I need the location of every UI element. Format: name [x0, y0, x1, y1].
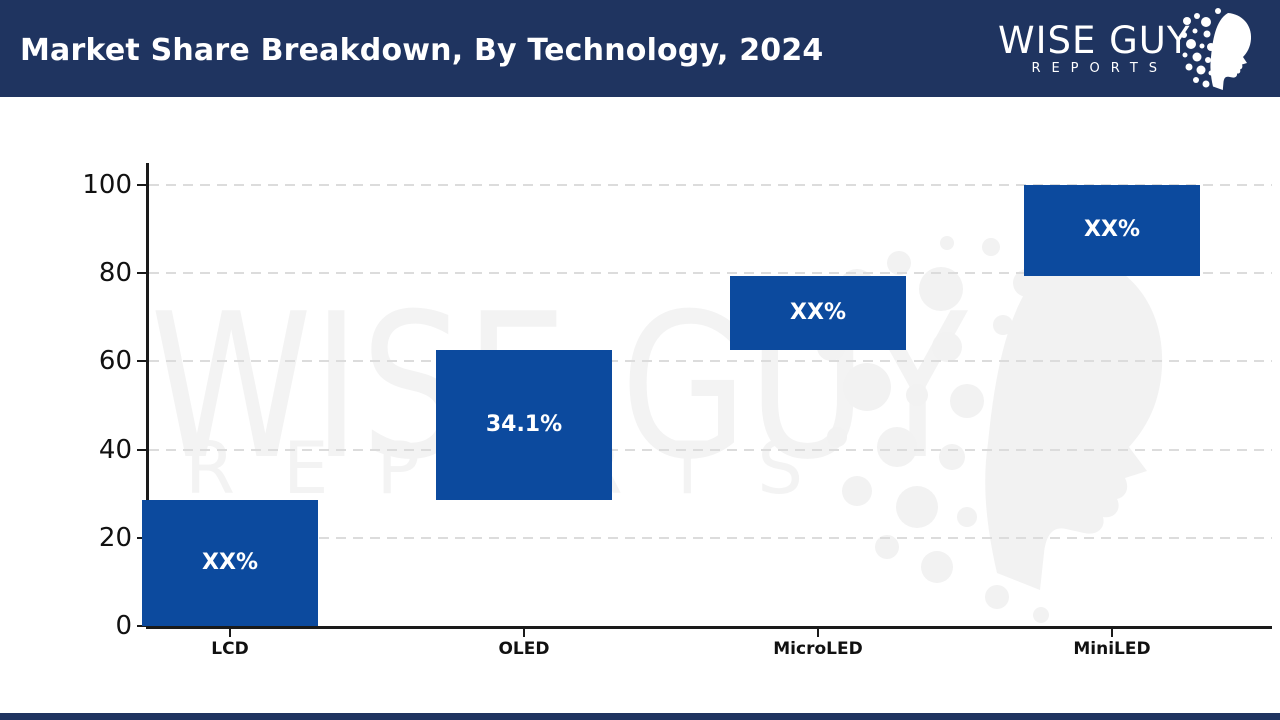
watermark-head-dots-graphic	[817, 236, 1163, 623]
y-tick-label-100: 100	[82, 170, 132, 200]
bar-label-lcd: XX%	[202, 550, 258, 576]
bar-miniled: XX%	[1024, 185, 1200, 276]
y-tick-label-80: 80	[98, 258, 132, 289]
gridline-60	[149, 360, 1272, 363]
logo-wiseguy-label: WISE GUY	[998, 18, 1191, 62]
gridline-100	[149, 184, 1272, 186]
y-tick-40	[137, 448, 146, 451]
wise-guy-logo: WISE GUY REPORTS	[998, 6, 1268, 92]
y-tick-0	[137, 625, 146, 627]
x-tick-lcd	[229, 629, 231, 637]
gridline-80	[149, 272, 1272, 275]
gridline-40	[149, 448, 1272, 451]
logo-reports-label: REPORTS	[1031, 61, 1169, 77]
y-tick-60	[137, 360, 146, 363]
bar-microled: XX%	[730, 275, 906, 350]
logo-head-icon	[1181, 8, 1252, 90]
y-tick-label-20: 20	[98, 522, 132, 553]
y-tick-20	[137, 536, 146, 539]
bar-label-microled: XX%	[790, 299, 846, 325]
y-tick-80	[137, 272, 146, 275]
y-tick-label-40: 40	[98, 434, 132, 465]
x-tick-oled	[523, 629, 525, 637]
x-tick-miniled	[1111, 629, 1113, 637]
x-tick-microled	[817, 629, 819, 637]
footer-bar	[0, 713, 1280, 720]
x-category-label-lcd: LCD	[211, 639, 249, 659]
bar-oled: 34.1%	[436, 349, 612, 501]
y-tick-label-60: 60	[98, 346, 132, 377]
x-category-label-oled: OLED	[498, 639, 550, 659]
logo-text: WISE GUY REPORTS	[998, 18, 1191, 77]
bar-lcd: XX%	[142, 500, 318, 626]
bar-label-oled: 34.1%	[485, 412, 563, 438]
header-bar: Market Share Breakdown, By Technology, 2…	[0, 0, 1280, 97]
bar-label-miniled: XX%	[1084, 217, 1140, 243]
gridline-20	[149, 536, 1272, 539]
y-axis	[146, 163, 149, 629]
y-tick-label-0: 0	[115, 611, 132, 641]
x-category-label-miniled: MiniLED	[1073, 639, 1151, 659]
x-category-label-microled: MicroLED	[773, 639, 863, 659]
y-tick-100	[137, 184, 146, 186]
chart-title: Market Share Breakdown, By Technology, 2…	[20, 33, 824, 68]
x-axis	[146, 626, 1272, 629]
